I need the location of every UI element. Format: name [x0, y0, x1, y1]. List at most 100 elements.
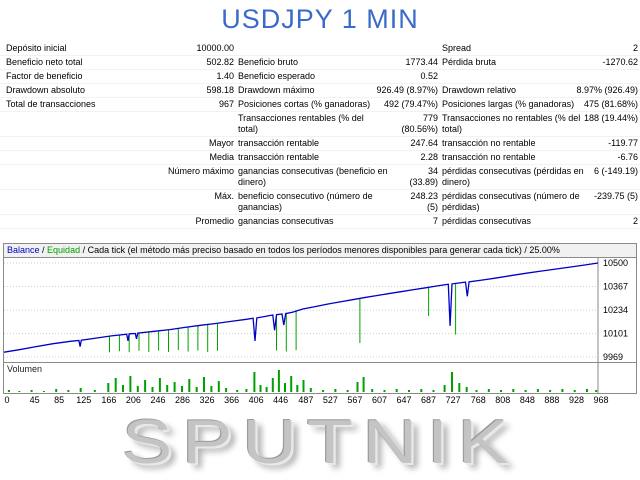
stat-cell: ganancias consecutivas 7 [238, 216, 438, 227]
report-row: Transacciones rentables (% del total) 779… [0, 112, 640, 137]
stat-cell: Pérdida bruta -1270.62 [442, 57, 638, 68]
x-axis-tick: 888 [544, 395, 560, 405]
stat-label: ganancias consecutivas [238, 216, 334, 226]
report-row: Beneficio neto total 502.82 Beneficio brut… [0, 56, 640, 70]
stat-label: transacción rentable [238, 138, 320, 148]
stat-value: 34 (33.89) [409, 166, 438, 187]
volume-bars-svg [7, 363, 599, 393]
stat-label: Transacciones rentables (% del total) [238, 113, 364, 134]
x-axis-tick: 808 [495, 395, 511, 405]
stat-cell: Drawdown máximo 926.49 (8.97%) [238, 85, 438, 96]
x-axis-tick: 567 [347, 395, 363, 405]
balance-line-svg: 10500 10367 10234 10101 9969 [4, 258, 628, 362]
stat-label: Posiciones cortas (% ganadoras) [238, 99, 371, 109]
stat-label: Beneficio neto total [6, 57, 83, 67]
stat-label: Pérdida bruta [442, 57, 497, 67]
x-axis-tick: 125 [76, 395, 92, 405]
x-axis-tick: 85 [54, 395, 65, 405]
equity-series-label: Equidad [47, 245, 81, 255]
report-row: Promedio ganancias consecutivas 7 pérdidas … [0, 215, 640, 229]
x-axis-tick: 406 [248, 395, 264, 405]
stat-label: Posiciones largas (% ganadoras) [442, 99, 575, 109]
x-axis-tick: 607 [371, 395, 387, 405]
stat-cell: Media [6, 152, 234, 163]
stat-value: 188 (19.44%) [583, 113, 638, 123]
stat-cell: transacción no rentable -119.77 [442, 138, 638, 149]
stat-cell: Total de transacciones 967 [6, 99, 234, 110]
x-axis-tick: 768 [470, 395, 486, 405]
stat-label: Drawdown relativo [442, 85, 517, 95]
stat-cell: Beneficio esperado 0.52 [238, 71, 438, 82]
x-axis-tick: 45 [29, 395, 40, 405]
report-row: Media transacción rentable 2.28 transacción… [0, 151, 640, 165]
report-row: Total de transacciones 967 Posiciones cort… [0, 98, 640, 112]
stat-label: pérdidas consecutivas (pérdidas en diner… [442, 166, 584, 187]
balance-equity-chart: Balance / Equidad / Cada tick (el método… [3, 243, 637, 394]
volume-pane-label: Volumen [7, 364, 43, 374]
x-axis-tick: 0 [4, 395, 10, 405]
stat-value: 6 (-149.19) [593, 166, 638, 176]
watermark: SPUTNIK [121, 408, 519, 477]
stat-cell: ganancias consecutivas (beneficio en din… [238, 166, 438, 188]
stat-cell: Factor de beneficio 1.40 [6, 71, 234, 82]
stat-cell: Número máximo [6, 166, 234, 177]
stat-label: Spread [442, 43, 472, 53]
strategy-report-table: Depósito inicial 10000.00 Spread 2 Beneficio… [0, 42, 640, 229]
stat-value: 475 (81.68%) [583, 99, 638, 109]
stat-value: -119.77 [608, 138, 638, 148]
separator: / [39, 245, 48, 255]
stat-cell: Drawdown relativo 8.97% (926.49) [442, 85, 638, 96]
model-description: / Cada tick (el método más preciso basad… [80, 245, 560, 255]
balance-series-label: Balance [7, 245, 40, 255]
stat-label: Depósito inicial [6, 43, 67, 53]
x-axis-tick: 687 [421, 395, 437, 405]
stat-cell: transacción no rentable -6.76 [442, 152, 638, 163]
x-axis-tick: 727 [445, 395, 461, 405]
stat-cell: pérdidas consecutivas (pérdidas en diner… [442, 166, 638, 188]
stat-label: beneficio consecutivo (número de gananci… [238, 191, 373, 212]
stat-cell: Depósito inicial 10000.00 [6, 43, 234, 54]
stat-value: 10000.00 [196, 43, 234, 53]
stat-cell: pérdidas consecutivas 2 [442, 216, 638, 227]
stat-label: transacción no rentable [442, 152, 536, 162]
stat-label: Beneficio bruto [238, 57, 299, 67]
stat-label: transacción no rentable [442, 138, 536, 148]
stat-label: Beneficio esperado [238, 71, 316, 81]
stat-value: Mayor [208, 138, 234, 148]
stat-label: ganancias consecutivas (beneficio en din… [238, 166, 388, 187]
stat-value: 1773.44 [405, 57, 438, 67]
stat-cell: Posiciones largas (% ganadoras) 475 (81.6… [442, 99, 638, 110]
stat-label: Drawdown absoluto [6, 85, 86, 95]
x-axis-tick: 166 [101, 395, 117, 405]
report-row: Máx. beneficio consecutivo (número de gan… [0, 190, 640, 215]
report-row: Factor de beneficio 1.40 Beneficio esperad… [0, 70, 640, 84]
chart-legend-bar: Balance / Equidad / Cada tick (el método… [4, 244, 636, 258]
stat-value: 2 [632, 216, 638, 226]
stat-label: Factor de beneficio [6, 71, 83, 81]
stat-cell: transacción rentable 247.64 [238, 138, 438, 149]
stat-value: 248.23 (5) [410, 191, 438, 212]
report-row: Mayor transacción rentable 247.64 transacci… [0, 137, 640, 151]
stat-cell: Promedio [6, 216, 234, 227]
x-axis: 0 45 85 125 166 206 246 286 326 366 406 446 487 527 56… [3, 395, 637, 407]
stat-cell: Transacciones no rentables (% del total)… [442, 113, 638, 135]
x-axis-tick: 206 [125, 395, 141, 405]
stat-value: 492 (79.47%) [383, 99, 438, 109]
stat-value: 779 (80.56%) [401, 113, 438, 134]
stat-label: pérdidas consecutivas [442, 216, 532, 226]
stat-cell: transacción rentable 2.28 [238, 152, 438, 163]
stat-cell: Spread 2 [442, 43, 638, 54]
page-title: USDJPY 1 MIN [221, 4, 419, 34]
stat-value: 926.49 (8.97%) [376, 85, 438, 95]
report-row: Número máximo ganancias consecutivas (ben… [0, 165, 640, 190]
stat-cell: Beneficio bruto 1773.44 [238, 57, 438, 68]
volume-pane: Volumen [4, 362, 636, 393]
stat-value: Número máximo [167, 166, 234, 176]
svg-text:10101: 10101 [603, 329, 628, 339]
x-axis-tick: 487 [298, 395, 314, 405]
stat-value: 247.64 [410, 138, 438, 148]
stat-value: Promedio [195, 216, 234, 226]
stat-value: 2 [632, 43, 638, 53]
x-axis-tick: 446 [273, 395, 289, 405]
stat-cell: Drawdown absoluto 598.18 [6, 85, 234, 96]
